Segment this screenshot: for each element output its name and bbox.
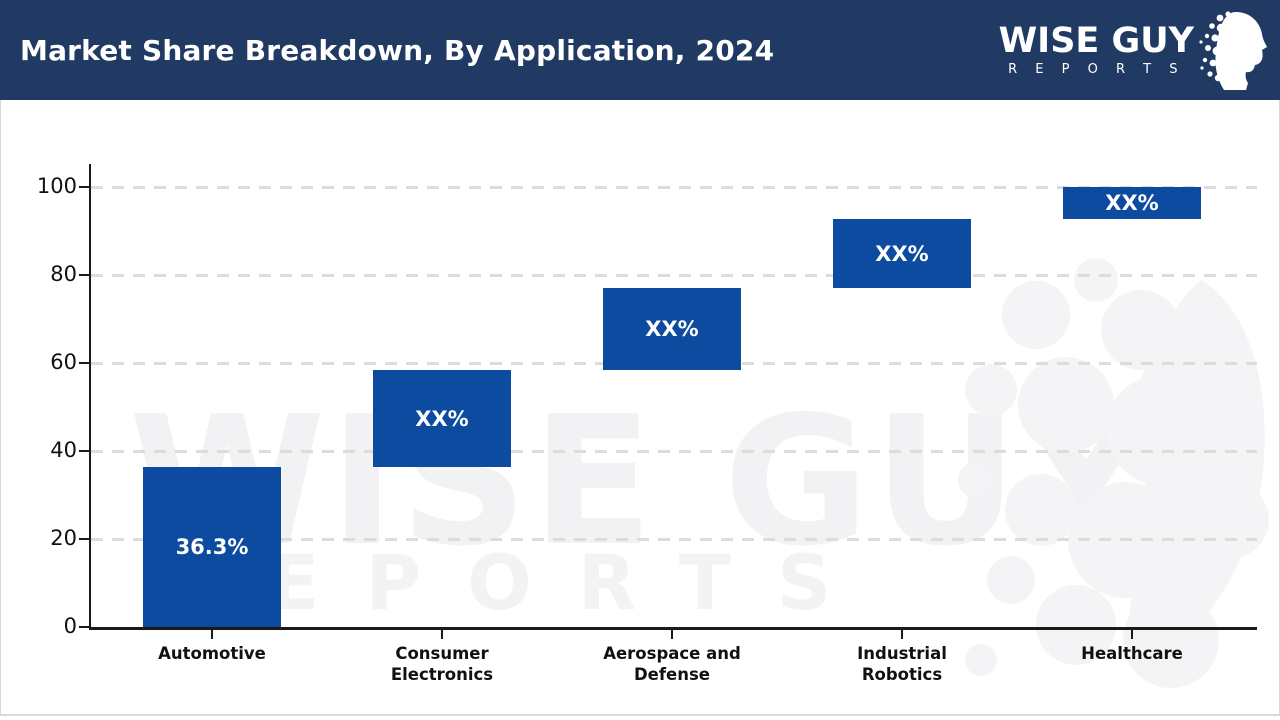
y-axis-line (89, 164, 91, 630)
waterfall-bar: XX% (833, 219, 971, 289)
logo-text: WISE GUY R E P O R T S (999, 23, 1194, 77)
x-tick-1 (441, 630, 443, 639)
y-tick-100 (79, 186, 89, 188)
waterfall-bar: XX% (373, 370, 511, 468)
x-category-label: Industrial Robotics (857, 644, 947, 685)
chart-card: WISE GUY REPORTS 0 20 40 60 80 100 36.3% Automo… (0, 100, 1280, 716)
bar-value-label: XX% (1105, 191, 1159, 216)
y-tick-20 (79, 538, 89, 540)
x-axis-line (89, 627, 1257, 630)
y-tick-0 (79, 626, 89, 628)
y-tick-80 (79, 274, 89, 276)
x-tick-2 (671, 630, 673, 639)
x-tick-4 (1131, 630, 1133, 639)
x-category-label: Automotive (158, 644, 266, 663)
x-category-label: Aerospace and Defense (603, 644, 741, 685)
y-tick-label-80: 80 (50, 262, 77, 286)
page-title: Market Share Breakdown, By Application, … (20, 33, 775, 67)
gridline-20 (91, 538, 1257, 541)
y-tick-40 (79, 450, 89, 452)
logo-subtitle: R E P O R T S (1008, 61, 1185, 77)
x-tick-3 (901, 630, 903, 639)
y-tick-label-60: 60 (50, 350, 77, 374)
logo-face-icon (1199, 11, 1267, 90)
watermark-face-icon (958, 258, 1269, 688)
y-tick-label-0: 0 (63, 614, 77, 638)
wise-guy-logo: WISE GUY R E P O R T S (999, 6, 1268, 94)
waterfall-bar: XX% (603, 288, 741, 371)
gridline-40 (91, 450, 1257, 453)
header-bar: Market Share Breakdown, By Application, … (0, 0, 1280, 100)
waterfall-bar: 36.3% (143, 467, 281, 627)
y-tick-label-100: 100 (36, 174, 77, 198)
waterfall-bar: XX% (1063, 187, 1201, 220)
y-tick-label-20: 20 (50, 526, 77, 550)
bar-value-label: XX% (645, 317, 699, 342)
x-tick-0 (211, 630, 213, 639)
y-tick-label-40: 40 (50, 438, 77, 462)
bottom-margin (0, 716, 1280, 720)
bar-value-label: XX% (415, 406, 469, 431)
logo-wordmark: WISE GUY (998, 21, 1194, 62)
y-tick-60 (79, 362, 89, 364)
gridline-100 (91, 186, 1257, 189)
gridline-80 (91, 274, 1257, 277)
x-category-label: Healthcare (1081, 644, 1183, 663)
chart-plot: WISE GUY REPORTS 0 20 40 60 80 100 36.3% Automo… (1, 100, 1280, 716)
bar-value-label: 36.3% (175, 535, 249, 560)
bar-value-label: XX% (875, 241, 929, 266)
x-category-label: Consumer Electronics (390, 644, 494, 685)
